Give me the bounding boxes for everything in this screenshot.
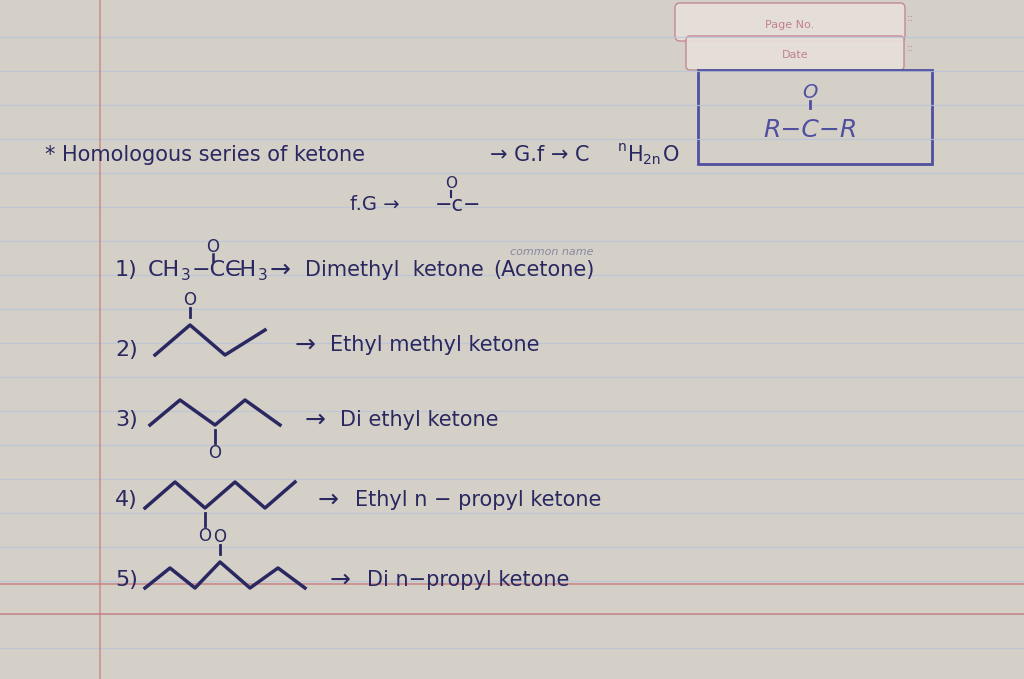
Text: * Homologous series of ketone: * Homologous series of ketone [45, 145, 365, 165]
Text: O: O [663, 145, 679, 165]
FancyBboxPatch shape [675, 3, 905, 41]
Text: O: O [199, 527, 212, 545]
Text: −C−: −C− [193, 260, 245, 280]
Text: CH: CH [148, 260, 180, 280]
Text: O: O [207, 238, 219, 256]
Text: n: n [618, 140, 627, 154]
Text: 3: 3 [181, 268, 190, 282]
Text: →: → [330, 568, 351, 592]
FancyBboxPatch shape [686, 36, 904, 70]
Text: Date: Date [781, 50, 808, 60]
Text: ::: :: [906, 13, 913, 23]
Text: 3: 3 [258, 268, 267, 282]
Text: O: O [183, 291, 197, 309]
Text: 2): 2) [115, 340, 138, 360]
Text: →: → [305, 408, 326, 432]
Text: H: H [628, 145, 644, 165]
Text: →: → [295, 333, 316, 357]
Text: Ethyl n − propyl ketone: Ethyl n − propyl ketone [355, 490, 601, 510]
Text: O: O [445, 175, 457, 191]
Text: −c−: −c− [435, 195, 481, 215]
Text: 2n: 2n [643, 153, 660, 167]
Text: Page No.: Page No. [765, 20, 814, 30]
Text: 3): 3) [115, 410, 138, 430]
Text: Di n−propyl ketone: Di n−propyl ketone [367, 570, 569, 590]
Text: R−C−R: R−C−R [763, 118, 857, 142]
Text: 5): 5) [115, 570, 138, 590]
Text: common name: common name [510, 247, 594, 257]
Text: CH: CH [225, 260, 257, 280]
Text: → G.f → C: → G.f → C [490, 145, 590, 165]
Text: O: O [213, 528, 226, 546]
Text: 1): 1) [115, 260, 138, 280]
Text: Di ethyl ketone: Di ethyl ketone [340, 410, 499, 430]
Text: f.G →: f.G → [350, 196, 399, 215]
Text: →: → [318, 488, 339, 512]
Text: O: O [803, 83, 818, 101]
Text: →: → [270, 258, 291, 282]
Text: O: O [209, 444, 221, 462]
Text: ::: :: [906, 43, 913, 53]
Text: Ethyl methyl ketone: Ethyl methyl ketone [330, 335, 540, 355]
Text: Dimethyl  ketone: Dimethyl ketone [305, 260, 483, 280]
Text: 4): 4) [115, 490, 138, 510]
Text: (Acetone): (Acetone) [493, 260, 594, 280]
